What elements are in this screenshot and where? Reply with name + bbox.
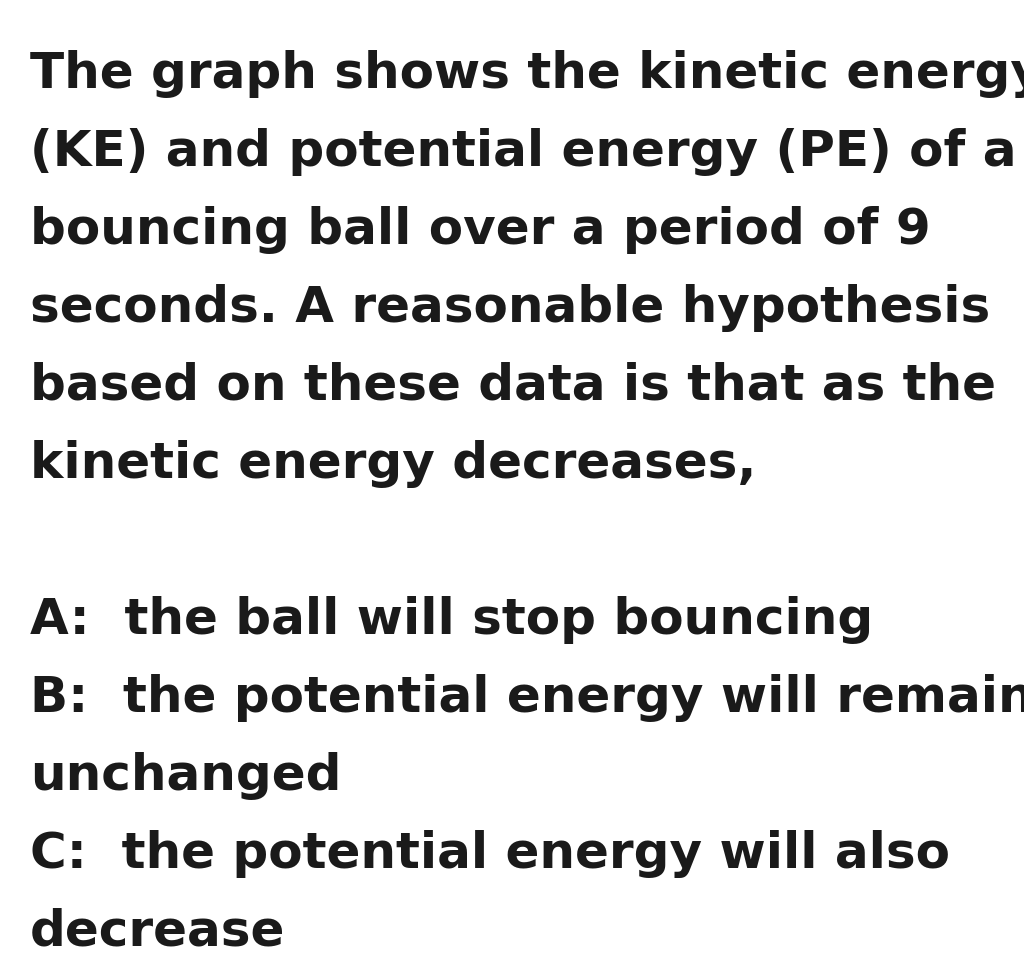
Text: C:  the potential energy will also: C: the potential energy will also xyxy=(30,829,950,877)
Text: unchanged: unchanged xyxy=(30,751,341,799)
Text: (KE) and potential energy (PE) of a: (KE) and potential energy (PE) of a xyxy=(30,128,1017,175)
Text: bouncing ball over a period of 9: bouncing ball over a period of 9 xyxy=(30,205,931,254)
Text: B:  the potential energy will remain: B: the potential energy will remain xyxy=(30,673,1024,721)
Text: decrease: decrease xyxy=(30,907,286,955)
Text: based on these data is that as the: based on these data is that as the xyxy=(30,361,996,410)
Text: The graph shows the kinetic energy: The graph shows the kinetic energy xyxy=(30,50,1024,98)
Text: kinetic energy decreases,: kinetic energy decreases, xyxy=(30,440,757,487)
Text: A:  the ball will stop bouncing: A: the ball will stop bouncing xyxy=(30,595,873,643)
Text: seconds. A reasonable hypothesis: seconds. A reasonable hypothesis xyxy=(30,284,990,331)
